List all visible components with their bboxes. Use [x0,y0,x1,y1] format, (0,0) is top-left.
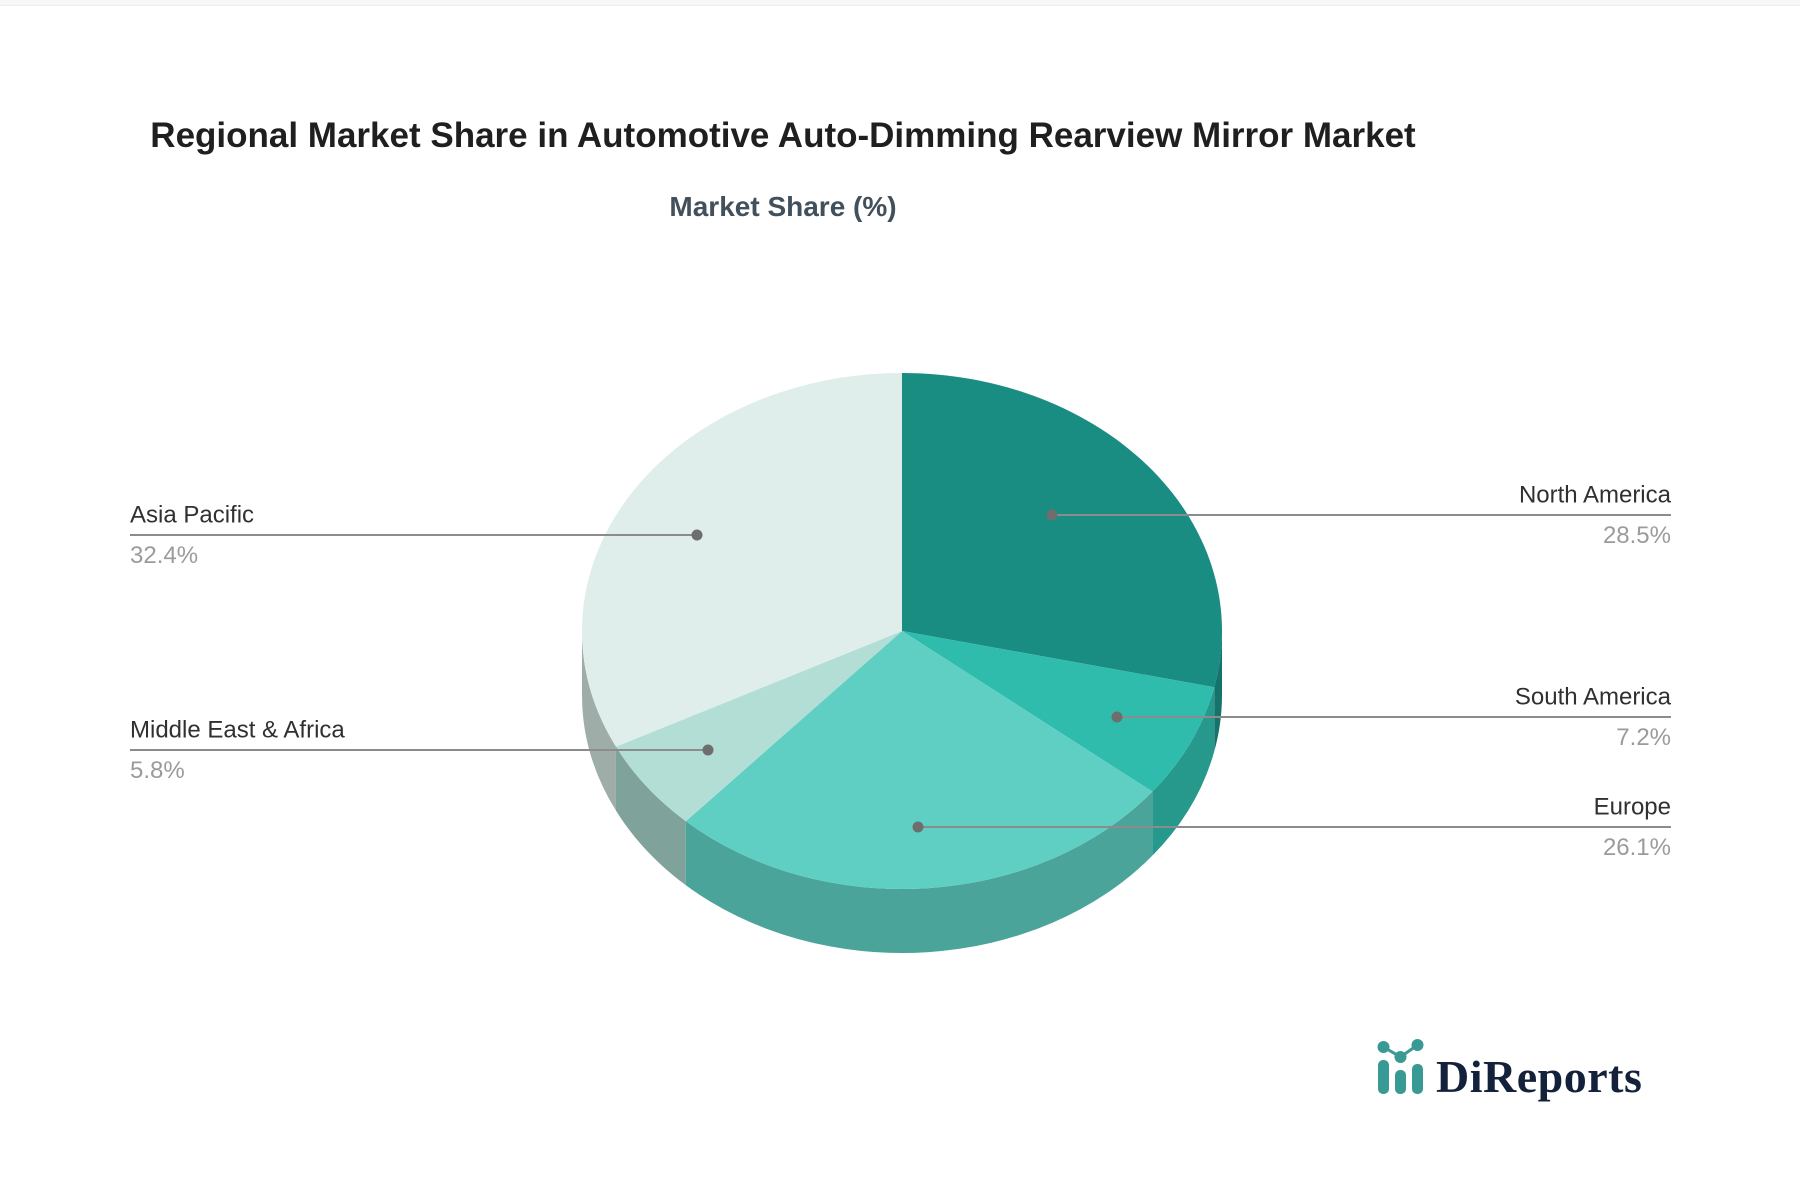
pie-slice-south-america[interactable] [902,631,1215,792]
leader-dot-middle-east-africa [702,744,714,756]
label-middle-east-africa: Middle East & Africa [130,716,345,744]
label-north-america: North America [1518,481,1671,509]
leader-dot-south-america [1111,711,1123,723]
label-europe: Europe [1593,793,1671,821]
label-south-america: South America [1514,683,1671,711]
value-middle-east-africa: 5.8% [130,757,185,784]
leader-dot-north-america [1046,509,1058,521]
pie-slice-side-middle-east-africa [615,746,686,886]
leader-dot-asia-pacific [691,529,703,541]
value-asia-pacific: 32.4% [130,542,199,569]
brand-logo-icon [1377,1039,1424,1094]
pie-slice-middle-east-africa[interactable] [615,631,902,822]
value-north-america: 28.5% [1602,522,1671,549]
chart-title: Regional Market Share in Automotive Auto… [150,116,1416,155]
leader-dot-europe [912,821,924,833]
value-europe: 26.1% [1602,834,1671,861]
pie-slice-asia-pacific[interactable] [582,373,902,747]
pie-slice-side-europe [685,791,1153,954]
top-edge-strip [0,0,1800,6]
pie-slice-side-asia-pacific [582,631,616,811]
pie-slice-north-america[interactable] [902,373,1222,688]
chart-subtitle: Market Share (%) [669,191,897,222]
brand-logo-text: DiReports [1436,1051,1643,1102]
label-asia-pacific: Asia Pacific [130,501,255,529]
value-south-america: 7.2% [1616,724,1671,751]
pie-slice-europe[interactable] [685,631,1153,890]
brand-logo: DiReports [1376,1030,1642,1100]
pie-slice-side-south-america [1152,687,1215,856]
pie-slice-side-north-america [1214,631,1222,752]
